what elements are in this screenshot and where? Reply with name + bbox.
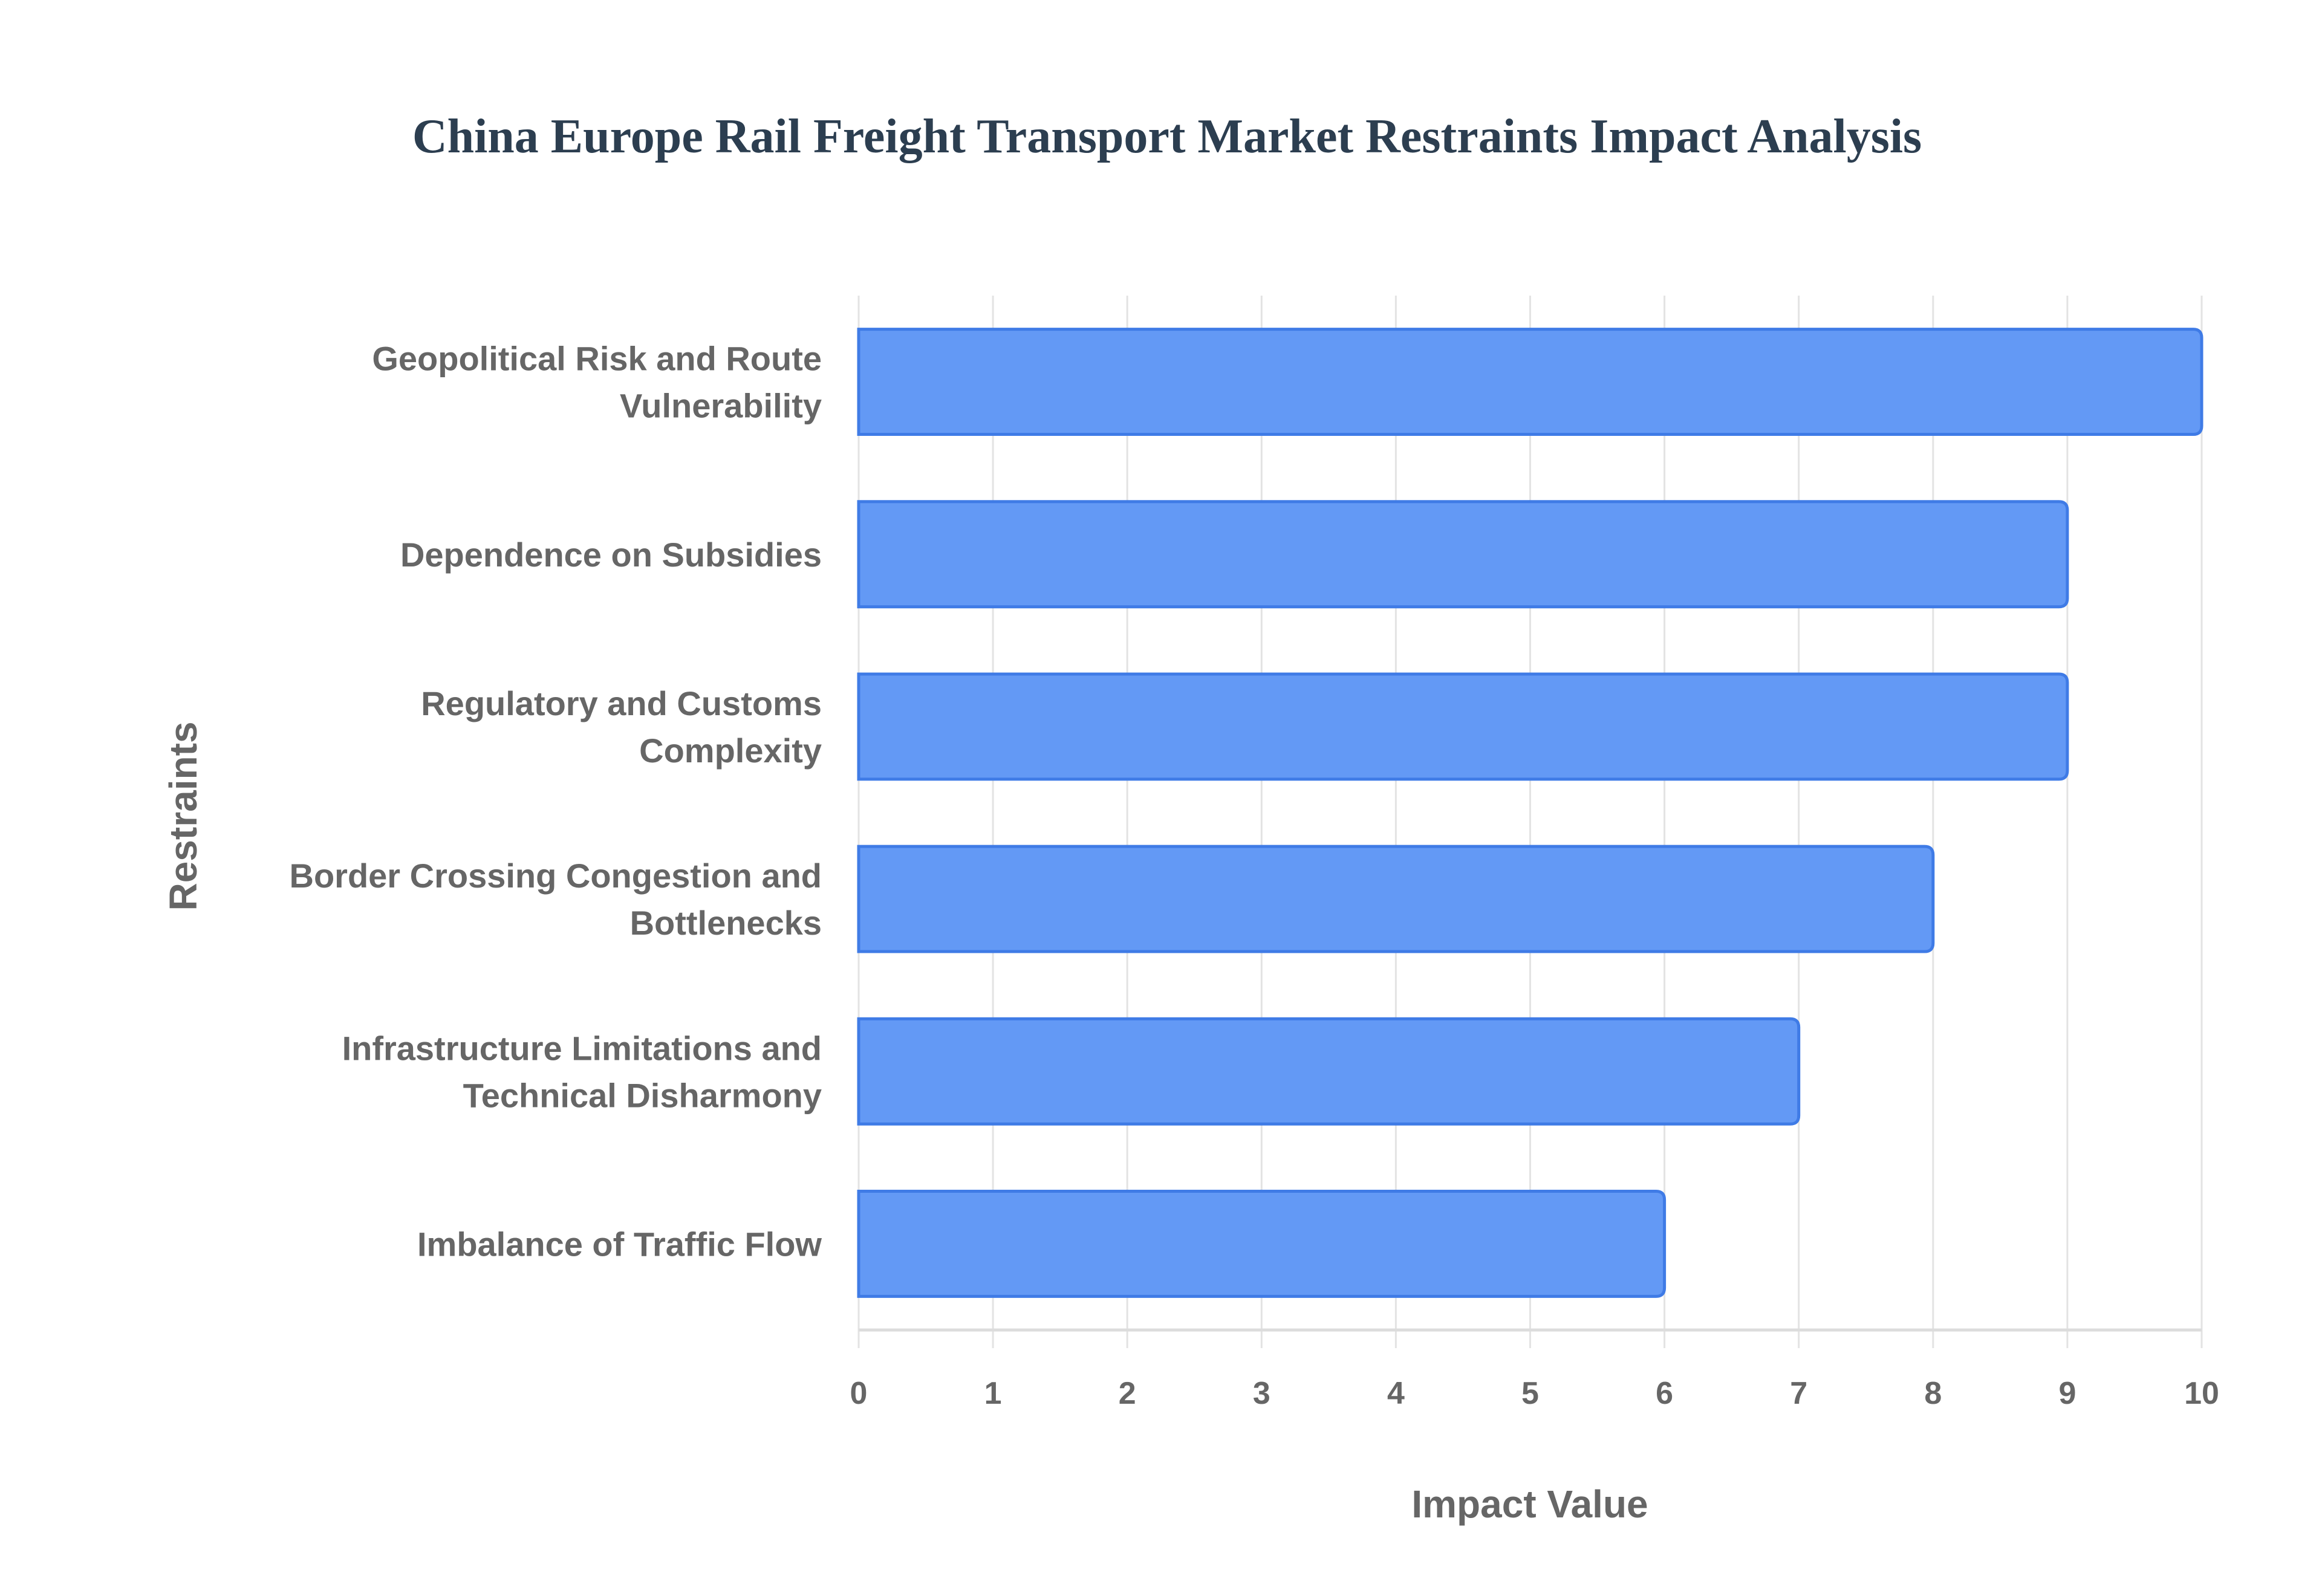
y-axis-title: Restraints (161, 722, 205, 911)
chart-title: China Europe Rail Freight Transport Mark… (412, 110, 1922, 163)
x-tick-label: 3 (1253, 1376, 1270, 1411)
x-tick-label: 6 (1656, 1376, 1673, 1411)
x-tick-label: 8 (1924, 1376, 1942, 1411)
gridlines (857, 296, 2203, 1348)
category-label: Complexity (639, 731, 822, 770)
bar (857, 672, 2069, 781)
bars (857, 328, 2203, 1298)
x-tick-label: 1 (984, 1376, 1002, 1411)
bar (857, 845, 1935, 953)
x-tick-label: 4 (1387, 1376, 1405, 1411)
x-tick-label: 2 (1119, 1376, 1136, 1411)
bar (857, 328, 2203, 436)
category-labels: Geopolitical Risk and Route Vulnerability… (290, 340, 822, 1264)
x-tick-labels: 0 1 2 3 4 5 6 7 8 9 10 (850, 1376, 2219, 1411)
category-label: Infrastructure Limitations and (342, 1029, 822, 1067)
category-label: Vulnerability (620, 387, 822, 425)
bar (857, 1017, 1801, 1126)
x-tick-label: 9 (2058, 1376, 2076, 1411)
x-tick-label: 10 (2184, 1376, 2219, 1411)
category-label: Border Crossing Congestion and (290, 857, 822, 895)
category-label: Geopolitical Risk and Route (372, 340, 822, 378)
x-tick-label: 5 (1521, 1376, 1539, 1411)
x-tick-label: 0 (850, 1376, 868, 1411)
x-tick-label: 7 (1790, 1376, 1807, 1411)
category-label: Dependence on Subsidies (400, 536, 822, 574)
category-label: Bottlenecks (630, 904, 822, 942)
category-label: Technical Disharmony (463, 1076, 822, 1114)
category-label: Imbalance of Traffic Flow (417, 1225, 822, 1263)
bar (857, 500, 2069, 609)
category-label: Regulatory and Customs (421, 684, 822, 722)
x-axis-title: Impact Value (1411, 1482, 1648, 1526)
bar (857, 1189, 1667, 1298)
